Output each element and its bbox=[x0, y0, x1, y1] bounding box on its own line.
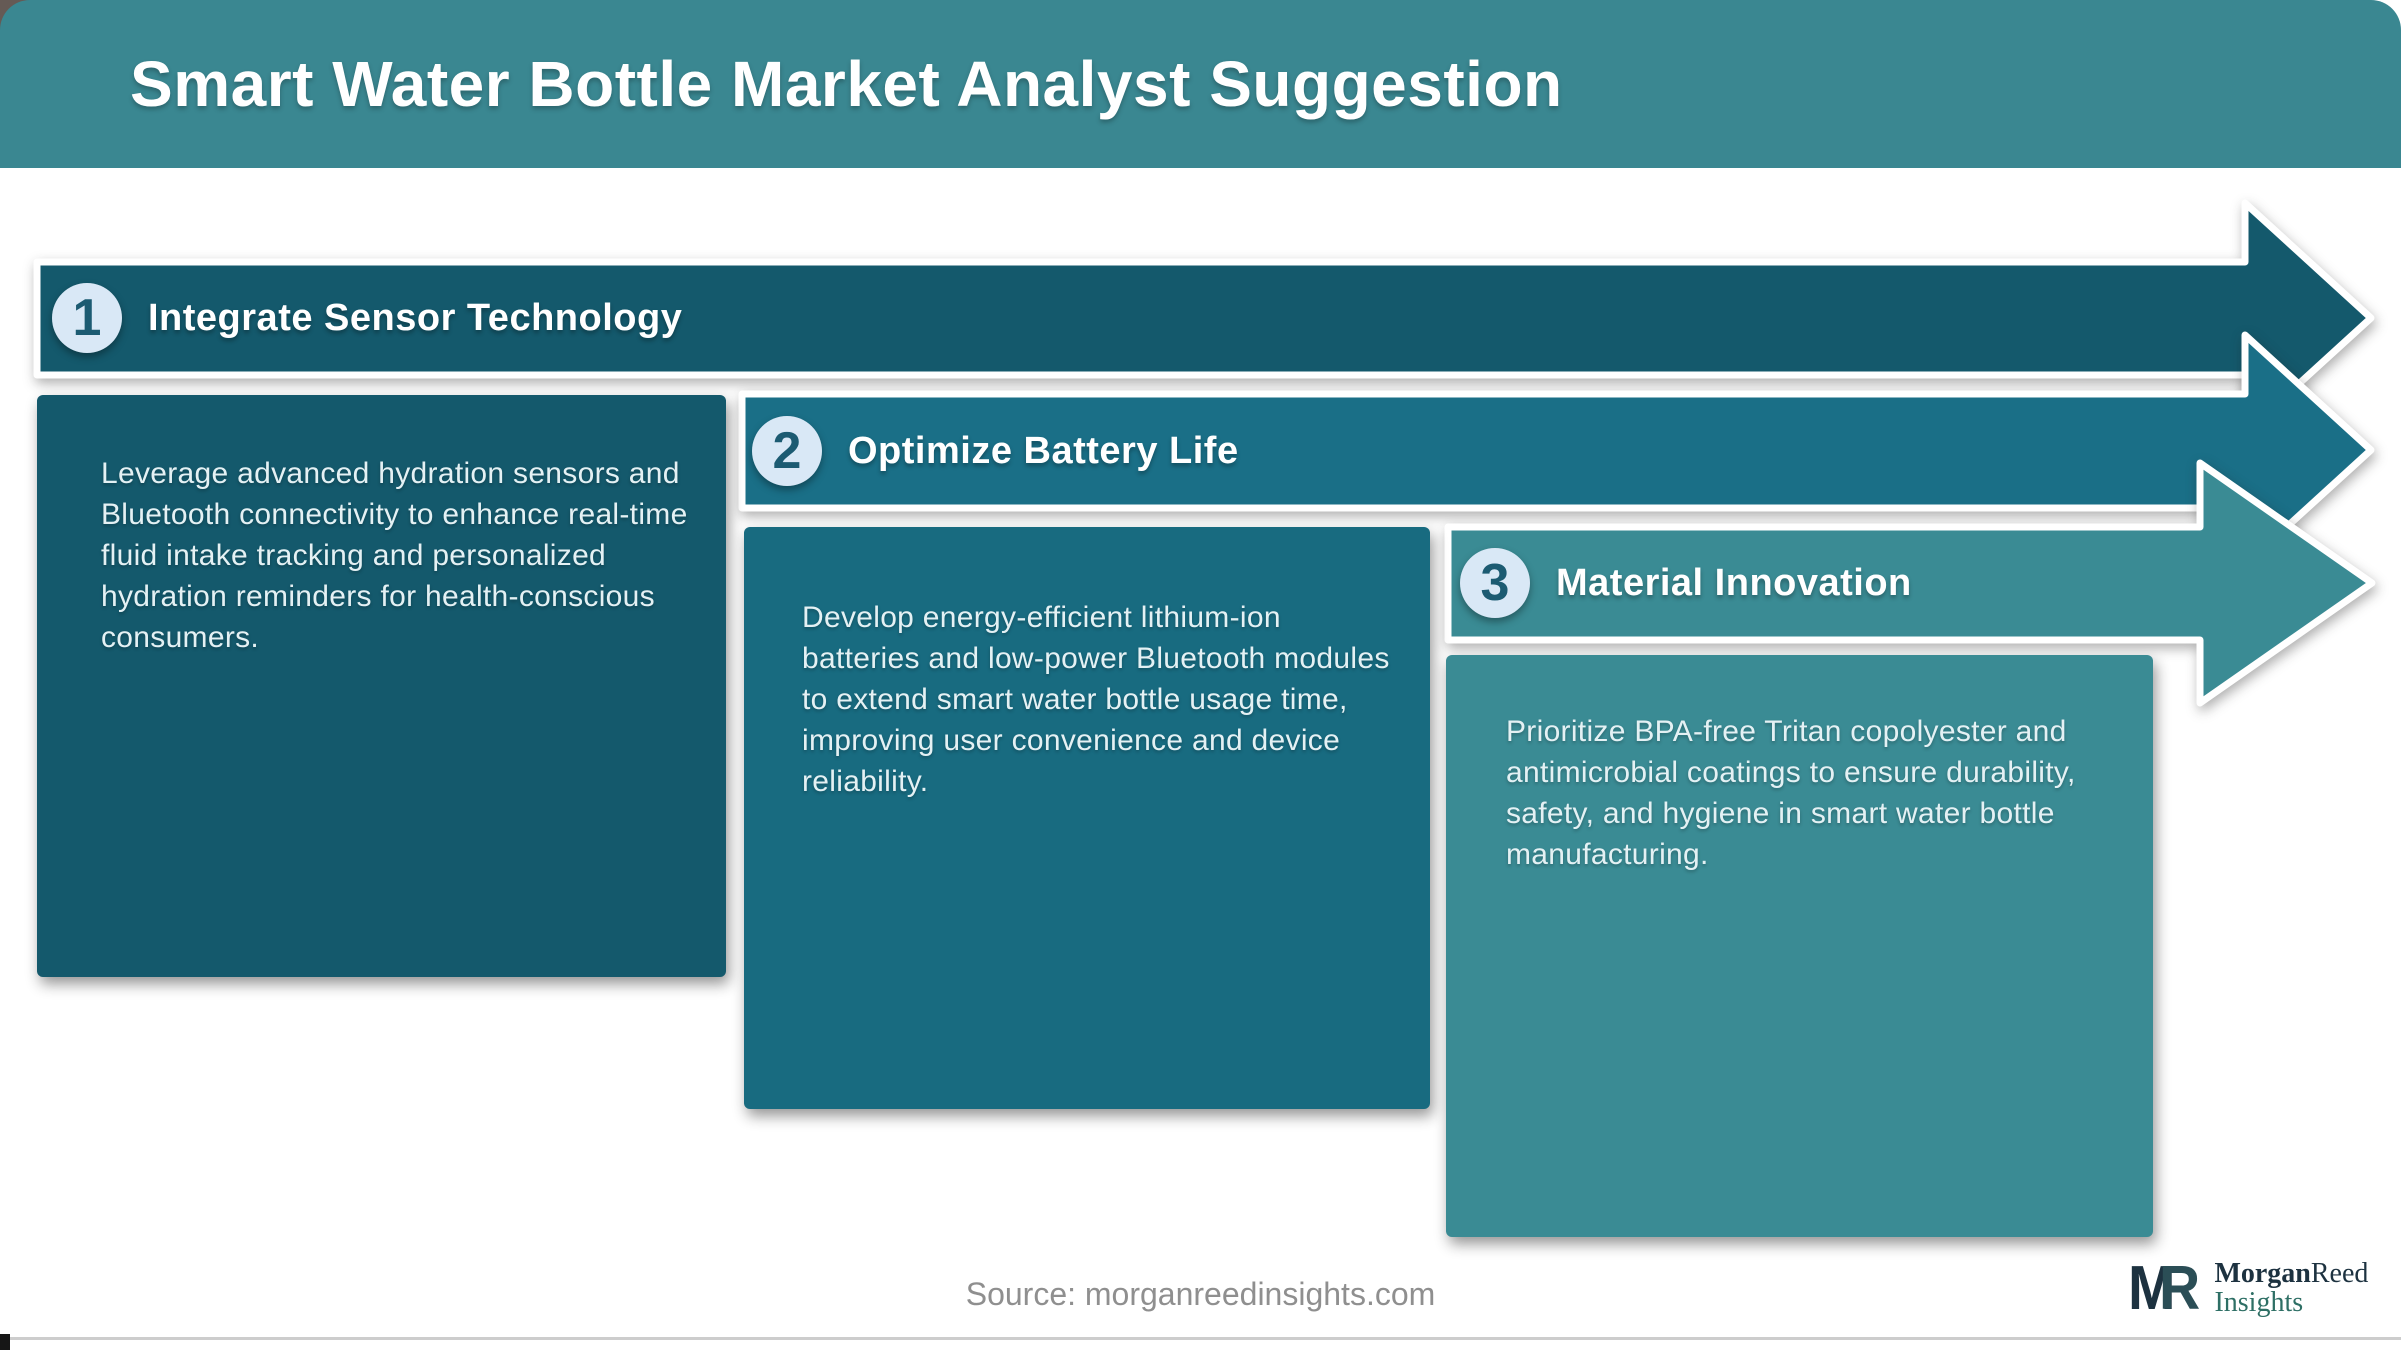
frame-bottom-left-artifact bbox=[0, 1334, 10, 1350]
logo-tagline: Insights bbox=[2214, 1287, 2304, 1318]
logo-name-regular: Reed bbox=[2310, 1258, 2369, 1290]
arrow-banner-1 bbox=[33, 199, 2375, 437]
arrow-banner-2 bbox=[738, 331, 2375, 569]
step-1-description-box: Leverage advanced hydration sensors and … bbox=[37, 395, 726, 977]
step-2-description-box: Develop energy-efficient lithium-ion bat… bbox=[744, 527, 1430, 1109]
logo-name-bold: Morgan bbox=[2214, 1258, 2311, 1290]
step-3-title: Material Innovation bbox=[1556, 561, 1912, 604]
morganreed-insights-logo: M R MorganReed Insights bbox=[2128, 1258, 2368, 1320]
frame-bottom-line bbox=[0, 1337, 2401, 1340]
monogram-letter-m: M bbox=[2128, 1254, 2176, 1323]
step-2-description: Develop energy-efficient lithium-ion bat… bbox=[802, 601, 1390, 798]
title-bar: Smart Water Bottle Market Analyst Sugges… bbox=[0, 0, 2401, 168]
logo-wordmark: MorganReed Insights bbox=[2214, 1260, 2368, 1317]
mr-monogram-icon: M R bbox=[2128, 1258, 2200, 1320]
page-title: Smart Water Bottle Market Analyst Sugges… bbox=[130, 48, 1563, 120]
step-1-description: Leverage advanced hydration sensors and … bbox=[101, 457, 688, 654]
step-2-number-badge: 2 bbox=[752, 416, 822, 486]
step-1-header: 1 Integrate Sensor Technology bbox=[52, 283, 682, 353]
step-2-header: 2 Optimize Battery Life bbox=[752, 416, 1239, 486]
logo-name: MorganReed bbox=[2214, 1260, 2368, 1289]
step-2-title: Optimize Battery Life bbox=[848, 429, 1239, 472]
monogram-letter-r: R bbox=[2158, 1254, 2201, 1323]
step-3-description: Prioritize BPA-free Tritan copolyester a… bbox=[1506, 715, 2076, 871]
arrow-banner-3 bbox=[1444, 459, 2376, 707]
step-1-title: Integrate Sensor Technology bbox=[148, 296, 683, 339]
source-attribution: Source: morganreedinsights.com bbox=[965, 1276, 1436, 1312]
step-1-number-badge: 1 bbox=[52, 283, 122, 353]
step-3-description-box: Prioritize BPA-free Tritan copolyester a… bbox=[1446, 655, 2153, 1237]
step-3-number-badge: 3 bbox=[1460, 548, 1530, 618]
step-3-header: 3 Material Innovation bbox=[1460, 548, 1912, 618]
